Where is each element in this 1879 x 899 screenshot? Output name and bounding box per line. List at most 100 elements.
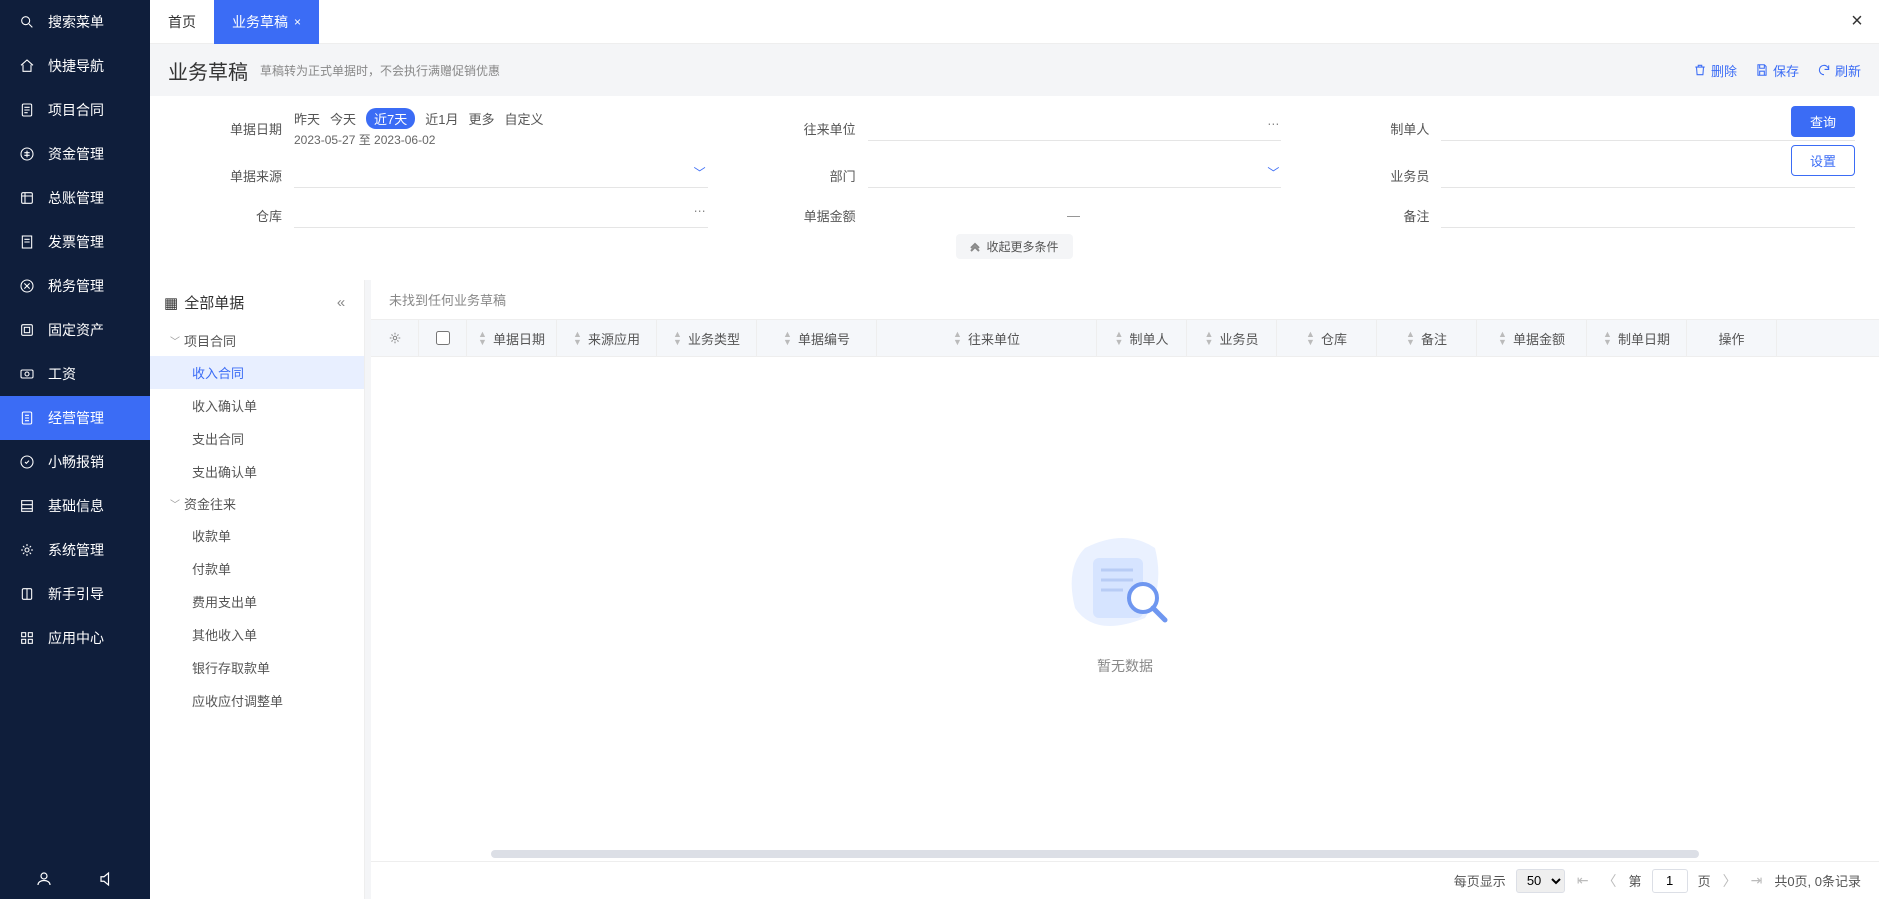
tab-home-label: 首页 (168, 12, 196, 32)
tree-group[interactable]: ﹀资金往来 (150, 488, 364, 519)
nav-item-sys[interactable]: 系统管理 (0, 528, 150, 572)
tax-icon (18, 277, 36, 295)
page-input[interactable] (1652, 869, 1688, 893)
grid-col-gear[interactable] (371, 320, 419, 356)
sort-icon[interactable]: ▲▼ (1306, 330, 1315, 346)
nav-item-apps[interactable]: 应用中心 (0, 616, 150, 660)
gear-icon[interactable] (388, 331, 402, 345)
nav-item-fund[interactable]: 资金管理 (0, 132, 150, 176)
grid-col-mdate[interactable]: ▲▼制单日期 (1587, 320, 1687, 356)
sort-icon[interactable]: ▲▼ (783, 330, 792, 346)
tree-leaf[interactable]: 收入确认单 (150, 389, 364, 422)
sort-icon[interactable]: ▲▼ (953, 330, 962, 346)
tree-leaf[interactable]: 付款单 (150, 552, 364, 585)
tree-leaf[interactable]: 支出确认单 (150, 455, 364, 488)
ellipsis-icon[interactable]: ⋯ (694, 204, 706, 218)
grid-col-no[interactable]: ▲▼单据编号 (757, 320, 877, 356)
window-close-button[interactable]: × (1835, 0, 1879, 44)
grid-col-label: 单据日期 (493, 329, 545, 348)
nav-item-asset[interactable]: 固定资产 (0, 308, 150, 352)
grid-col-partner[interactable]: ▲▼往来单位 (877, 320, 1097, 356)
delete-button[interactable]: 删除 (1693, 61, 1737, 80)
query-button[interactable]: 查询 (1791, 106, 1855, 137)
sort-icon[interactable]: ▲▼ (1205, 330, 1214, 346)
nav-item-ops[interactable]: 经营管理 (0, 396, 150, 440)
filter-partner-label: 往来单位 (748, 119, 868, 138)
date-chip[interactable]: 昨天 (294, 109, 320, 128)
save-button[interactable]: 保存 (1755, 61, 1799, 80)
tree-group[interactable]: ﹀项目合同 (150, 325, 364, 356)
tree-leaf[interactable]: 银行存取款单 (150, 651, 364, 684)
horizontal-scrollbar[interactable] (371, 847, 1879, 861)
date-chip[interactable]: 更多 (469, 109, 495, 128)
select-all-checkbox[interactable] (436, 331, 450, 345)
sound-icon[interactable] (98, 870, 116, 891)
sort-icon[interactable]: ▲▼ (1406, 330, 1415, 346)
grid-col-app[interactable]: ▲▼来源应用 (557, 320, 657, 356)
tree-leaf[interactable]: 收入合同 (150, 356, 364, 389)
tree-leaf[interactable]: 支出合同 (150, 422, 364, 455)
grid-col-ops[interactable]: 操作 (1687, 320, 1777, 356)
filter-remark-input[interactable] (1441, 202, 1855, 228)
grid-col-type[interactable]: ▲▼业务类型 (657, 320, 757, 356)
sort-icon[interactable]: ▲▼ (478, 330, 487, 346)
last-page-button[interactable]: ⇥ (1749, 872, 1765, 889)
date-chip[interactable]: 近1月 (425, 109, 458, 128)
nav-item-quick[interactable]: 快捷导航 (0, 44, 150, 88)
tab-home[interactable]: 首页 (150, 0, 214, 44)
nav-item-ledger[interactable]: 总账管理 (0, 176, 150, 220)
nav-item-guide[interactable]: 新手引导 (0, 572, 150, 616)
filter-dept-input[interactable]: ﹀ (868, 162, 1282, 188)
filter-warehouse-input[interactable]: ⋯ (294, 202, 708, 228)
grid-col-chk[interactable] (419, 320, 467, 356)
date-chip[interactable]: 自定义 (505, 109, 544, 128)
nav-item-salary[interactable]: 工资 (0, 352, 150, 396)
next-page-button[interactable]: 〉 (1721, 871, 1739, 891)
chevron-down-icon[interactable]: ﹀ (1267, 164, 1279, 181)
nav-item-base[interactable]: 基础信息 (0, 484, 150, 528)
tree-collapse-button[interactable]: « (332, 294, 350, 312)
search-icon (18, 13, 36, 31)
nav-item-baoxiao[interactable]: 小畅报销 (0, 440, 150, 484)
filter-date: 单据日期 昨天今天近7天近1月更多自定义 2023-05-27 至 2023-0… (174, 108, 708, 148)
collapse-filters-button[interactable]: 收起更多条件 (956, 234, 1072, 259)
sort-icon[interactable]: ▲▼ (673, 330, 682, 346)
prev-page-button[interactable]: 〈 (1601, 871, 1619, 891)
tree-leaf[interactable]: 应收应付调整单 (150, 684, 364, 717)
chevron-down-icon[interactable]: ﹀ (694, 164, 706, 181)
nav-item-tax[interactable]: 税务管理 (0, 264, 150, 308)
nav-item-contract[interactable]: 项目合同 (0, 88, 150, 132)
sort-icon[interactable]: ▲▼ (1115, 330, 1124, 346)
close-icon[interactable]: × (294, 15, 301, 29)
filter-remark: 备注 (1321, 202, 1855, 228)
settings-button[interactable]: 设置 (1791, 145, 1855, 176)
nav-item-label: 搜索菜单 (48, 12, 104, 32)
sort-icon[interactable]: ▲▼ (1498, 330, 1507, 346)
sort-icon[interactable]: ▲▼ (573, 330, 582, 346)
ellipsis-icon[interactable]: ⋯ (1267, 117, 1279, 131)
tab-active[interactable]: 业务草稿 × (214, 0, 319, 44)
grid-col-amount[interactable]: ▲▼单据金额 (1477, 320, 1587, 356)
filter-source-input[interactable]: ﹀ (294, 162, 708, 188)
user-icon[interactable] (35, 870, 53, 891)
tree-leaf[interactable]: 其他收入单 (150, 618, 364, 651)
tree-leaf[interactable]: 费用支出单 (150, 585, 364, 618)
refresh-button[interactable]: 刷新 (1817, 61, 1861, 80)
grid-empty-state: 暂无数据 (371, 357, 1879, 847)
sort-icon[interactable]: ▲▼ (1603, 330, 1612, 346)
chevron-down-icon: ﹀ (170, 496, 180, 511)
date-chip[interactable]: 今天 (330, 109, 356, 128)
grid-col-remark[interactable]: ▲▼备注 (1377, 320, 1477, 356)
tree-leaf[interactable]: 收款单 (150, 519, 364, 552)
filter-partner-input[interactable]: ⋯ (868, 115, 1282, 141)
first-page-button[interactable]: ⇤ (1575, 872, 1591, 889)
nav-item-invoice[interactable]: 发票管理 (0, 220, 150, 264)
per-page-select[interactable]: 50 (1516, 869, 1565, 893)
date-chip[interactable]: 近7天 (366, 108, 415, 129)
grid-col-wh[interactable]: ▲▼仓库 (1277, 320, 1377, 356)
nav-item-search[interactable]: 搜索菜单 (0, 0, 150, 44)
grid-col-date[interactable]: ▲▼ 单据日期 (467, 320, 557, 356)
filter-amount-input[interactable]: — (868, 202, 1282, 228)
grid-col-maker[interactable]: ▲▼制单人 (1097, 320, 1187, 356)
grid-col-sales[interactable]: ▲▼业务员 (1187, 320, 1277, 356)
